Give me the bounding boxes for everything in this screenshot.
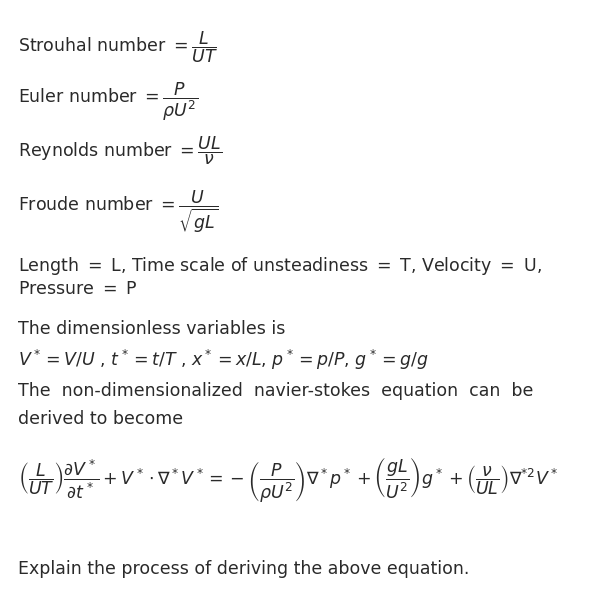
Text: derived to become: derived to become	[18, 410, 183, 428]
Text: Length $=$ L, Time scale of unsteadiness $=$ T, Velocity $=$ U,: Length $=$ L, Time scale of unsteadiness…	[18, 255, 541, 277]
Text: The  non-dimensionalized  navier-stokes  equation  can  be: The non-dimensionalized navier-stokes eq…	[18, 382, 534, 400]
Text: Reynolds number $= \dfrac{UL}{\nu}$: Reynolds number $= \dfrac{UL}{\nu}$	[18, 135, 222, 168]
Text: Euler number $= \dfrac{P}{\rho U^2}$: Euler number $= \dfrac{P}{\rho U^2}$	[18, 80, 198, 123]
Text: $\left(\dfrac{L}{UT}\right)\dfrac{\partial V^*}{\partial t^*} + V^* \cdot \nabla: $\left(\dfrac{L}{UT}\right)\dfrac{\parti…	[18, 455, 558, 504]
Text: Strouhal number $= \dfrac{L}{UT}$: Strouhal number $= \dfrac{L}{UT}$	[18, 30, 218, 66]
Text: Explain the process of deriving the above equation.: Explain the process of deriving the abov…	[18, 560, 469, 578]
Text: The dimensionless variables is: The dimensionless variables is	[18, 320, 286, 338]
Text: $V^* = V/U$ , $t^* = t/T$ , $x^* = x/L$, $p^* = p/P$, $g^* =g/g$: $V^* = V/U$ , $t^* = t/T$ , $x^* = x/L$,…	[18, 348, 428, 372]
Text: Pressure $=$ P: Pressure $=$ P	[18, 280, 137, 298]
Text: Froude number $= \dfrac{U}{\sqrt{gL}}$: Froude number $= \dfrac{U}{\sqrt{gL}}$	[18, 188, 218, 235]
